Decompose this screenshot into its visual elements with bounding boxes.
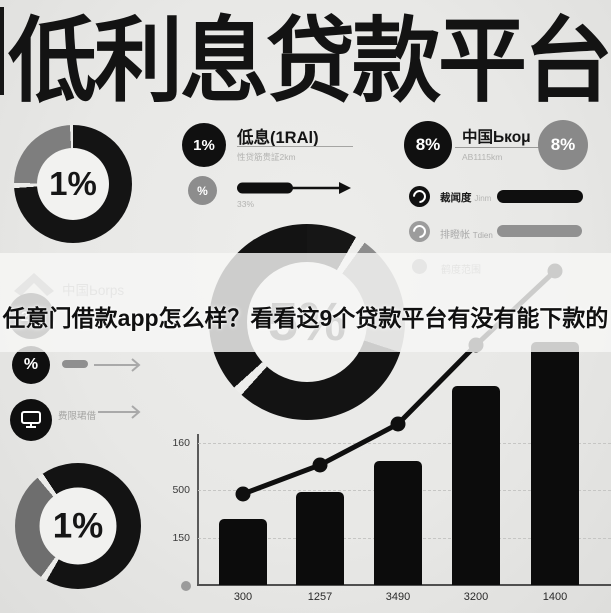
bar (296, 492, 344, 585)
bar (374, 461, 422, 585)
donut-top-left-value: 1% (37, 148, 109, 220)
x-axis-label: 1400 (542, 591, 568, 603)
progress-arrow (237, 182, 351, 194)
percent-circle: % (12, 346, 50, 384)
china-title: 中国Ькоμ (462, 129, 531, 146)
divider (455, 147, 582, 148)
headline: 任意门借款app怎么样？看看这9个贷款平台有没有能下款的 (2, 305, 609, 331)
y-axis-label: 150 (172, 532, 190, 544)
bar (452, 386, 500, 585)
row1-label: 裁闻度 Jinm (440, 192, 492, 204)
x-axis (197, 584, 611, 586)
row2-bullet (409, 221, 430, 242)
x-axis-label: 3490 (385, 591, 411, 603)
page-title: 低利息贷款平台 (8, 8, 611, 113)
x-axis-label: 300 (233, 591, 253, 603)
low-interest-badge: 1% (182, 123, 226, 167)
donut-bottom-left-value: 1% (39, 487, 117, 565)
china-subtitle: AB1115km (462, 152, 503, 162)
left-edge-mark (0, 7, 4, 95)
line-dot (390, 416, 406, 432)
row2-sublabel: Tdien (472, 231, 493, 240)
line-dot (312, 457, 328, 473)
low-interest-subtitle: 性贷筋贵証2km (237, 152, 296, 162)
mini-bar (62, 360, 88, 368)
y-axis (197, 434, 199, 586)
china-side-badge: 8% (538, 120, 588, 170)
bar (219, 519, 267, 585)
row1-bullet (409, 186, 430, 207)
row1-sublabel: Jinm (474, 194, 492, 203)
x-axis-label: 3200 (463, 591, 489, 603)
row1-bar (497, 190, 583, 203)
line-dot (235, 486, 251, 502)
arrow-icon (98, 405, 141, 419)
y-axis-label: 500 (172, 484, 190, 496)
monitor-icon (21, 411, 41, 428)
x-axis-label: 1257 (307, 591, 333, 603)
percent-badge: % (188, 176, 217, 205)
origin-dot (181, 581, 191, 591)
donut-chart-bottom-left: 1% (15, 463, 141, 589)
loan-label: 费限珺借 (58, 411, 97, 422)
bar (531, 342, 579, 585)
low-interest-title: 低息(1RAl) (237, 129, 319, 147)
row2-label: 排瞪帐 Tdien (440, 230, 493, 241)
donut-chart-top-left: 1% (14, 125, 132, 243)
y-axis-label: 160 (172, 437, 190, 449)
arrow-icon (94, 358, 141, 372)
monitor-circle (10, 399, 52, 441)
divider (237, 146, 353, 147)
china-badge: 8% (404, 121, 452, 169)
row2-bar (497, 225, 582, 237)
rate-note: 33% (237, 199, 255, 209)
